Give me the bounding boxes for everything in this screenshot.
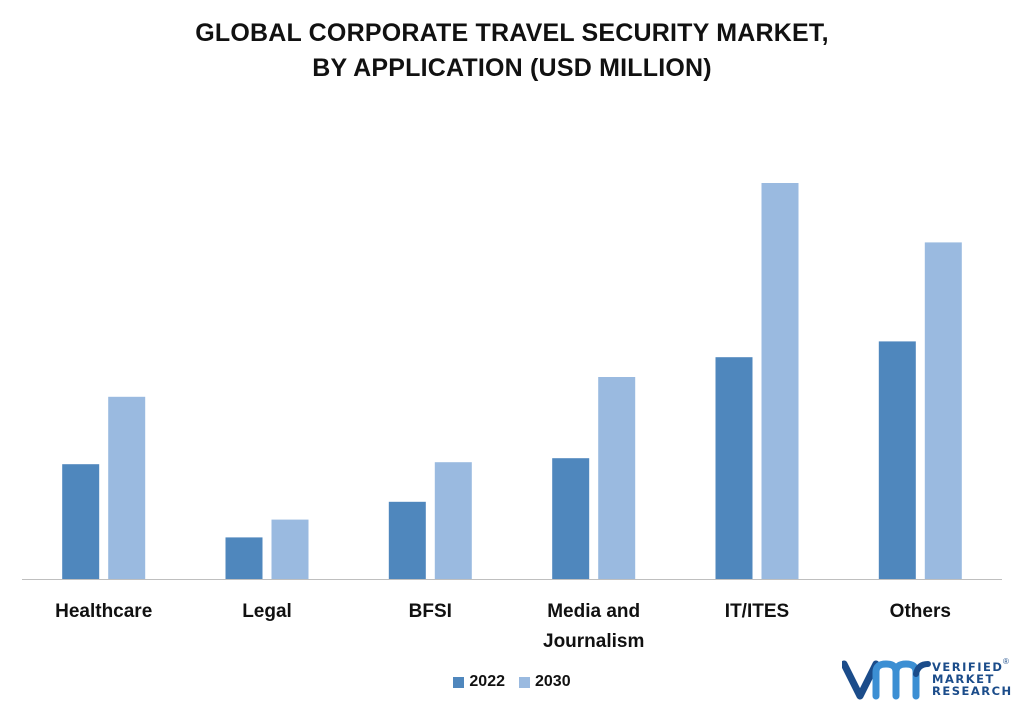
- bar-others-2022[interactable]: [878, 341, 916, 579]
- bar-others-2030[interactable]: [924, 242, 962, 579]
- vmr-logo-icon: [840, 660, 931, 700]
- legend-item-2030[interactable]: 2030: [519, 673, 571, 691]
- legend-item-2022[interactable]: 2022: [453, 673, 505, 691]
- bar-bfsi-2022[interactable]: [388, 501, 426, 579]
- category-label-healthcare: Healthcare: [55, 601, 152, 622]
- legend-label-2030: 2030: [535, 673, 571, 690]
- logo-line-research: RESEARCH: [932, 684, 1013, 698]
- category-label-media-and-journalism: Media and Journalism: [543, 601, 644, 652]
- legend-swatch-2022: [453, 676, 465, 688]
- logo-registered-mark: ®: [1003, 657, 1009, 666]
- bar-healthcare-2030[interactable]: [108, 396, 146, 579]
- legend: 2022 2030: [0, 673, 1024, 691]
- logo-wordmark: VERIFIED MARKET RESEARCH: [932, 661, 1013, 697]
- chart-title-line-2: BY APPLICATION (USD MILLION): [312, 54, 712, 82]
- chart-title: GLOBAL CORPORATE TRAVEL SECURITY MARKET,…: [0, 16, 1024, 86]
- logo-line-market: MARKET: [932, 672, 995, 686]
- bar-legal-2022[interactable]: [225, 537, 263, 579]
- verified-market-research-logo: VERIFIED MARKET RESEARCH ®: [840, 656, 1014, 702]
- bar-healthcare-2022[interactable]: [62, 464, 100, 579]
- category-label-bfsi: BFSI: [409, 601, 452, 622]
- logo-line-verified: VERIFIED: [932, 660, 1004, 674]
- legend-label-2022: 2022: [469, 673, 505, 690]
- bar-it-ites-2022[interactable]: [715, 357, 753, 579]
- category-label-others: Others: [890, 601, 951, 622]
- legend-swatch-2030: [519, 676, 530, 688]
- chart-title-line-1: GLOBAL CORPORATE TRAVEL SECURITY MARKET,: [195, 19, 829, 47]
- category-label-legal: Legal: [242, 601, 292, 622]
- bar-legal-2030[interactable]: [271, 519, 309, 579]
- category-label-it-ites: IT/ITES: [725, 601, 789, 622]
- bar-media-and-journalism-2022[interactable]: [552, 458, 590, 579]
- bar-media-and-journalism-2030[interactable]: [598, 377, 636, 579]
- bar-it-ites-2030[interactable]: [761, 183, 799, 579]
- bar-bfsi-2030[interactable]: [434, 462, 472, 579]
